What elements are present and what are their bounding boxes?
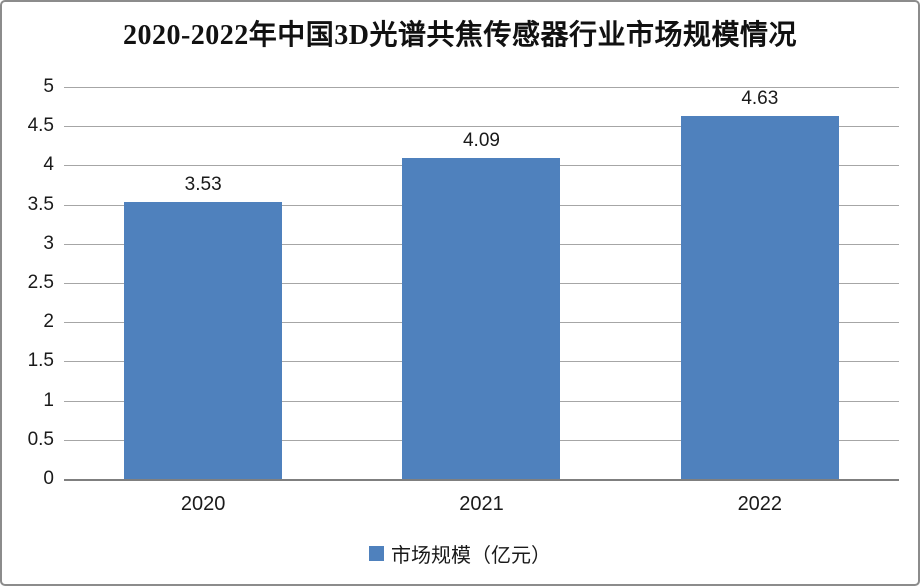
y-tick-label: 0 (43, 468, 54, 489)
gridline (64, 87, 899, 88)
bar-2022: 4.63 (680, 88, 839, 479)
data-label-2022: 4.63 (741, 88, 779, 110)
legend-swatch-icon (369, 546, 384, 561)
legend-label: 市场规模（亿元） (391, 545, 551, 567)
x-label-2021: 2021 (459, 493, 504, 515)
x-axis-category-labels: 2020 2021 2022 (64, 493, 899, 516)
data-label-2020: 3.53 (184, 174, 222, 196)
y-tick-label: 0.5 (27, 429, 54, 450)
y-tick-label: 4 (43, 154, 54, 175)
gridline (64, 126, 899, 128)
y-tick-label: 1.5 (27, 350, 54, 371)
x-label-2020: 2020 (180, 493, 226, 515)
y-tick-label: 5 (43, 76, 54, 97)
plot-area: 3.53 4.09 4.63 (64, 87, 899, 481)
category-slot-2021: 4.09 (342, 87, 620, 479)
chart-title: 2020-2022年中国3D光谱共焦传感器行业市场规模情况 (122, 20, 798, 51)
bar-2021: 4.09 (402, 130, 561, 479)
data-label-2021: 4.09 (462, 130, 500, 152)
bar-series: 3.53 4.09 4.63 (64, 87, 899, 479)
legend: 市场规模（亿元） (2, 539, 918, 568)
bar-2020: 3.53 (124, 174, 283, 479)
y-tick-label: 3.5 (27, 194, 54, 215)
y-tick-label: 3 (43, 233, 54, 254)
x-label-2022: 2022 (737, 493, 783, 515)
category-slot-2020: 3.53 (64, 87, 342, 479)
y-tick-label: 2 (43, 311, 54, 332)
category-slot-2022: 4.63 (621, 87, 899, 479)
y-tick-label: 1 (43, 390, 54, 411)
y-tick-label: 2.5 (27, 272, 54, 293)
y-tick-label: 4.5 (27, 115, 54, 136)
